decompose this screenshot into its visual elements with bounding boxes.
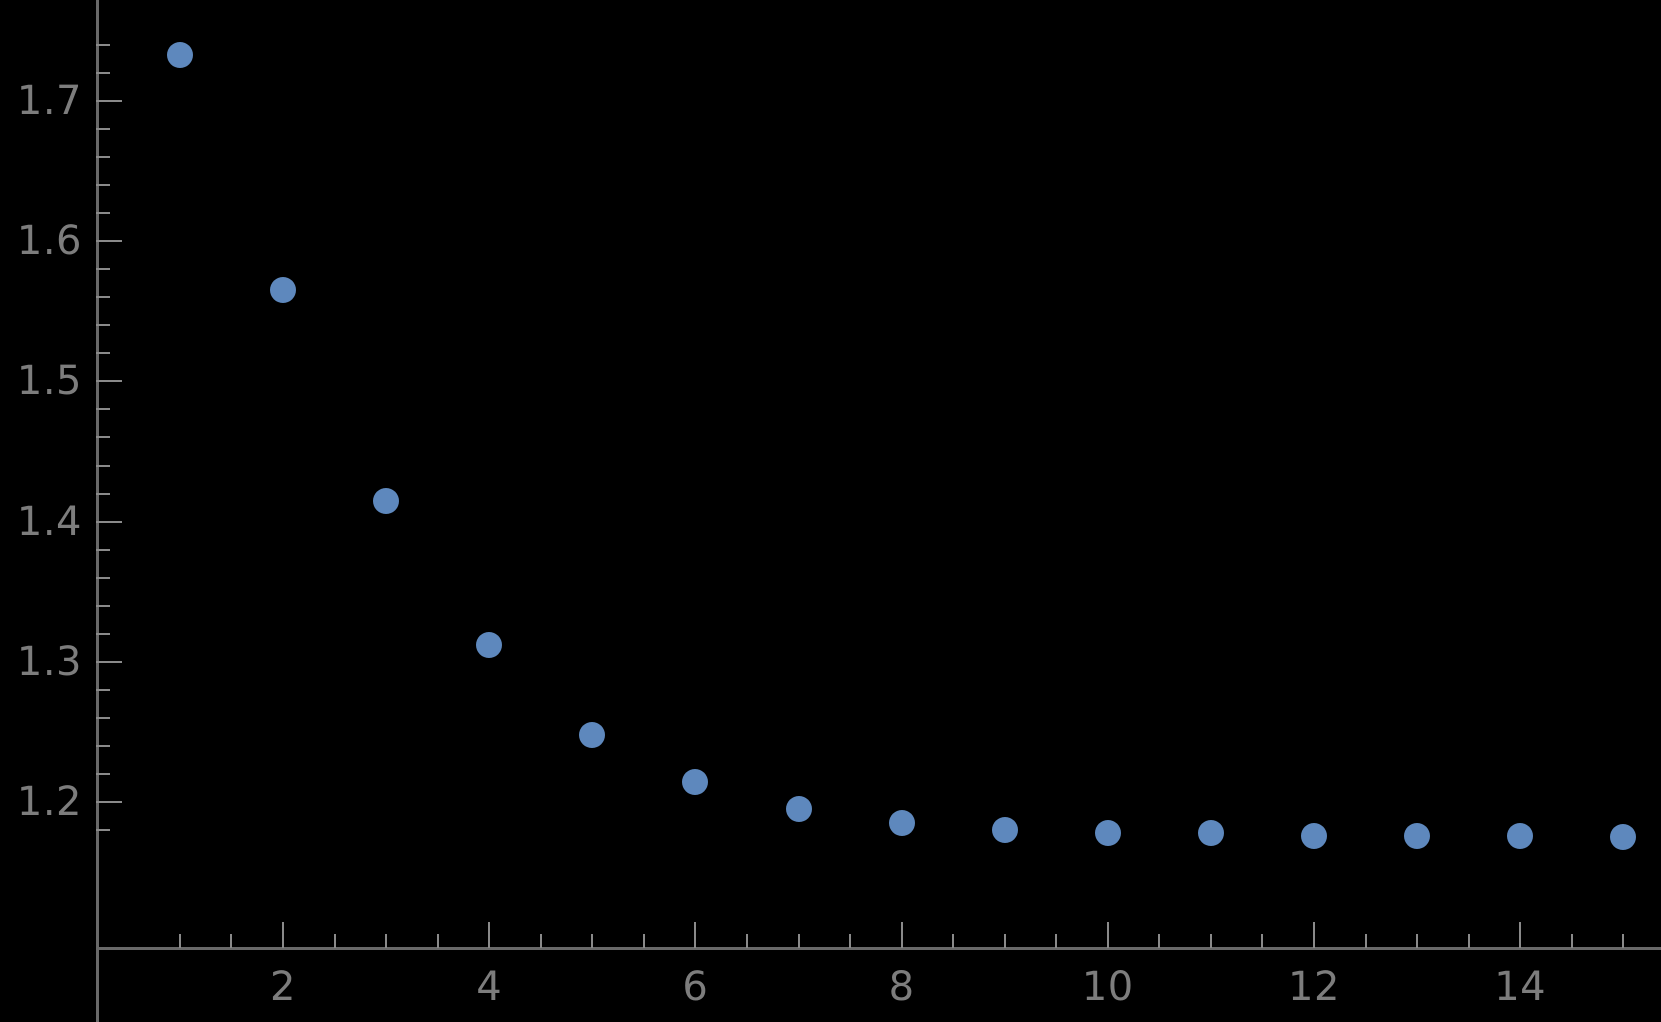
y-axis-minor-tick bbox=[96, 464, 110, 467]
y-axis-major-tick bbox=[96, 520, 122, 523]
y-axis-major-tick bbox=[96, 240, 122, 243]
x-axis-minor-tick bbox=[1261, 934, 1264, 948]
data-point bbox=[373, 487, 400, 514]
y-axis-major-tick bbox=[96, 100, 122, 102]
x-axis-minor-tick bbox=[849, 934, 852, 948]
y-axis-major-tick bbox=[96, 380, 122, 383]
y-axis-minor-tick bbox=[96, 576, 110, 579]
x-axis-major-tick bbox=[282, 922, 284, 948]
y-axis-tick-label: 1.5 bbox=[16, 358, 82, 405]
y-axis-minor-tick bbox=[96, 772, 110, 775]
x-axis-tick-label: 2 bbox=[270, 964, 296, 1010]
y-axis-tick-label: 1.3 bbox=[16, 638, 82, 685]
y-axis-minor-tick bbox=[96, 296, 110, 299]
x-axis-tick-label: 12 bbox=[1288, 964, 1340, 1010]
x-axis-minor-tick bbox=[1416, 934, 1419, 948]
data-point bbox=[682, 769, 709, 796]
data-point bbox=[579, 721, 606, 748]
x-axis-minor-tick bbox=[1003, 934, 1006, 948]
y-axis-minor-tick bbox=[96, 408, 110, 411]
data-point bbox=[1094, 819, 1121, 846]
data-point bbox=[1610, 824, 1637, 851]
y-axis-minor-tick bbox=[96, 436, 110, 439]
x-axis-major-tick bbox=[488, 922, 491, 948]
data-point bbox=[888, 810, 915, 837]
data-point bbox=[476, 631, 503, 658]
y-axis-minor-tick bbox=[96, 829, 110, 832]
y-axis-minor-tick bbox=[96, 156, 110, 159]
x-axis-major-tick bbox=[1313, 922, 1315, 948]
x-axis-minor-tick bbox=[230, 934, 233, 948]
x-axis-tick-label: 6 bbox=[682, 964, 709, 1010]
x-axis-minor-tick bbox=[1622, 934, 1625, 948]
data-point bbox=[1301, 822, 1327, 849]
data-point bbox=[991, 817, 1018, 844]
x-axis-minor-tick bbox=[385, 934, 388, 948]
data-point bbox=[1507, 822, 1534, 849]
x-axis-minor-tick bbox=[1364, 934, 1367, 948]
data-point bbox=[270, 277, 296, 304]
y-axis-minor-tick bbox=[96, 604, 110, 607]
y-axis-tick-label: 1.4 bbox=[16, 498, 82, 545]
x-axis-minor-tick bbox=[178, 934, 181, 948]
x-axis-major-tick bbox=[1519, 922, 1522, 948]
y-axis-tick-label: 1.7 bbox=[16, 78, 82, 124]
y-axis-minor-tick bbox=[96, 43, 110, 46]
y-axis-minor-tick bbox=[96, 324, 110, 327]
y-axis-minor-tick bbox=[96, 212, 110, 215]
x-axis-minor-tick bbox=[1055, 934, 1058, 948]
y-axis-tick-label: 1.6 bbox=[16, 218, 82, 265]
x-axis-tick-label: 8 bbox=[888, 964, 915, 1010]
x-axis-tick-label: 4 bbox=[476, 964, 503, 1010]
x-axis-line bbox=[96, 947, 1661, 950]
x-axis-minor-tick bbox=[539, 934, 542, 948]
x-axis-minor-tick bbox=[1158, 934, 1161, 948]
x-axis-major-tick bbox=[694, 922, 697, 948]
x-axis-minor-tick bbox=[745, 934, 748, 948]
y-axis-minor-tick bbox=[96, 184, 110, 187]
y-axis-minor-tick bbox=[96, 688, 110, 691]
y-axis-minor-tick bbox=[96, 71, 110, 74]
x-axis-minor-tick bbox=[1209, 934, 1212, 948]
y-axis-minor-tick bbox=[96, 492, 110, 495]
data-point bbox=[785, 796, 812, 822]
x-axis-minor-tick bbox=[797, 934, 800, 948]
y-axis-line bbox=[96, 0, 99, 1022]
x-axis-minor-tick bbox=[1467, 934, 1470, 948]
x-axis-tick-label: 14 bbox=[1494, 964, 1547, 1010]
x-axis-minor-tick bbox=[333, 934, 336, 948]
x-axis-minor-tick bbox=[952, 934, 955, 948]
y-axis-minor-tick bbox=[96, 548, 110, 551]
y-axis-tick-label: 1.2 bbox=[16, 779, 82, 825]
x-axis-major-tick bbox=[1106, 922, 1109, 948]
x-axis-minor-tick bbox=[642, 934, 645, 948]
data-point bbox=[166, 41, 193, 68]
x-axis-tick-label: 10 bbox=[1081, 964, 1134, 1010]
x-axis-major-tick bbox=[900, 922, 903, 948]
y-axis-major-tick bbox=[96, 660, 122, 663]
y-axis-minor-tick bbox=[96, 632, 110, 635]
y-axis-minor-tick bbox=[96, 716, 110, 719]
y-axis-minor-tick bbox=[96, 128, 110, 131]
x-axis-minor-tick bbox=[1570, 934, 1573, 948]
y-axis-minor-tick bbox=[96, 744, 110, 747]
data-point bbox=[1197, 819, 1224, 846]
y-axis-minor-tick bbox=[96, 352, 110, 355]
data-point bbox=[1404, 822, 1431, 849]
y-axis-minor-tick bbox=[96, 268, 110, 271]
y-axis-major-tick bbox=[96, 801, 122, 803]
x-axis-minor-tick bbox=[436, 934, 439, 948]
x-axis-minor-tick bbox=[591, 934, 594, 948]
